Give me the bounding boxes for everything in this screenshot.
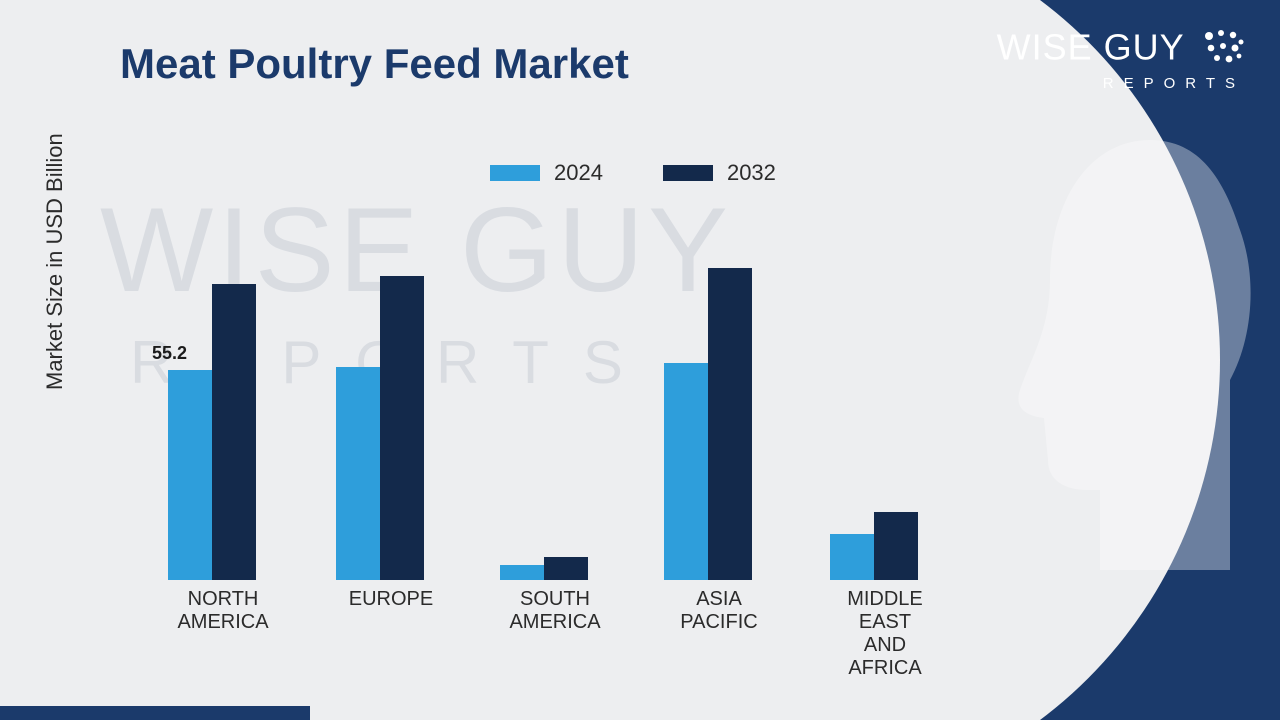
category-label: ASIAPACIFIC [639, 588, 799, 634]
bar-2032 [708, 268, 752, 580]
category-label: SOUTHAMERICA [475, 588, 635, 634]
category-label: NORTHAMERICA [143, 588, 303, 634]
category-label: EUROPE [311, 588, 471, 611]
legend-item: 2024 [490, 160, 603, 186]
brand-dots-icon [1201, 28, 1245, 72]
y-axis-label: Market Size in USD Billion [42, 133, 68, 390]
bar-2032 [874, 512, 918, 580]
plot-area: 55.2NORTHAMERICAEUROPESOUTHAMERICAASIAPA… [110, 200, 930, 580]
right-panel: WISE GUY REPORTS [960, 0, 1280, 720]
bar-2024 [664, 363, 708, 580]
brand-logo: WISE GUY REPORTS [997, 28, 1245, 91]
legend-item: 2032 [663, 160, 776, 186]
legend-swatch-2024 [490, 165, 540, 181]
bar-2024 [500, 565, 544, 580]
page-title: Meat Poultry Feed Market [120, 40, 629, 88]
bar-2024 [830, 534, 874, 580]
chart: Market Size in USD Billion 2024 2032 55.… [50, 160, 930, 700]
bar-value-label: 55.2 [152, 343, 187, 364]
legend-swatch-2032 [663, 165, 713, 181]
legend-label: 2024 [554, 160, 603, 186]
legend: 2024 2032 [490, 160, 776, 186]
brand-line1: WISE GUY [997, 27, 1184, 68]
brand-line2: REPORTS [997, 76, 1245, 91]
bottom-accent-bar [0, 706, 310, 720]
bar-2032 [212, 284, 256, 580]
bar-2032 [544, 557, 588, 580]
legend-label: 2032 [727, 160, 776, 186]
bar-2024 [336, 367, 380, 580]
category-label: MIDDLEEASTANDAFRICA [805, 588, 965, 680]
bar-2032 [380, 276, 424, 580]
head-silhouette-icon [1000, 130, 1260, 590]
bar-2024 [168, 370, 212, 580]
